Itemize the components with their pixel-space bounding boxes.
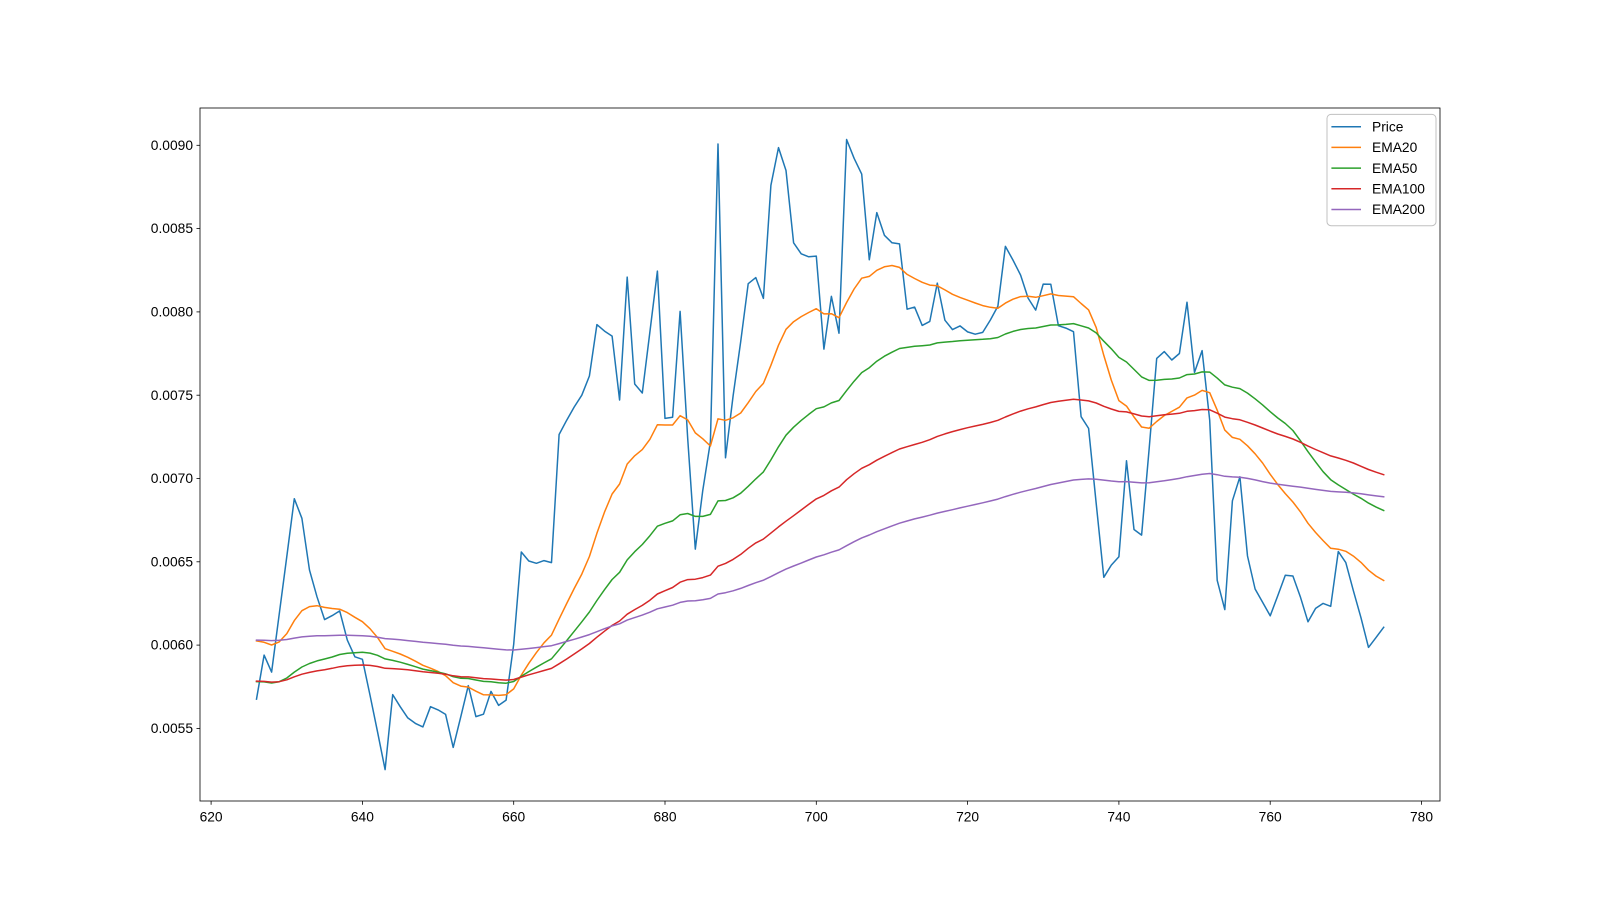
svg-text:0.0070: 0.0070 (151, 471, 194, 486)
svg-text:720: 720 (956, 810, 979, 825)
svg-text:780: 780 (1410, 810, 1433, 825)
svg-text:EMA100: EMA100 (1372, 182, 1425, 197)
svg-text:640: 640 (351, 810, 374, 825)
svg-text:0.0090: 0.0090 (151, 138, 194, 153)
svg-text:620: 620 (200, 810, 223, 825)
svg-text:680: 680 (653, 810, 676, 825)
svg-text:740: 740 (1107, 810, 1130, 825)
svg-text:0.0065: 0.0065 (151, 554, 194, 569)
svg-text:0.0055: 0.0055 (151, 721, 194, 736)
svg-text:0.0060: 0.0060 (151, 638, 194, 653)
svg-text:660: 660 (502, 810, 525, 825)
svg-text:0.0075: 0.0075 (151, 388, 194, 403)
svg-text:700: 700 (805, 810, 828, 825)
svg-text:EMA50: EMA50 (1372, 161, 1418, 176)
svg-text:Price: Price (1372, 119, 1404, 134)
svg-text:760: 760 (1259, 810, 1282, 825)
svg-text:0.0080: 0.0080 (151, 305, 194, 320)
svg-text:EMA200: EMA200 (1372, 202, 1425, 217)
svg-text:EMA20: EMA20 (1372, 140, 1418, 155)
svg-text:0.0085: 0.0085 (151, 221, 194, 236)
